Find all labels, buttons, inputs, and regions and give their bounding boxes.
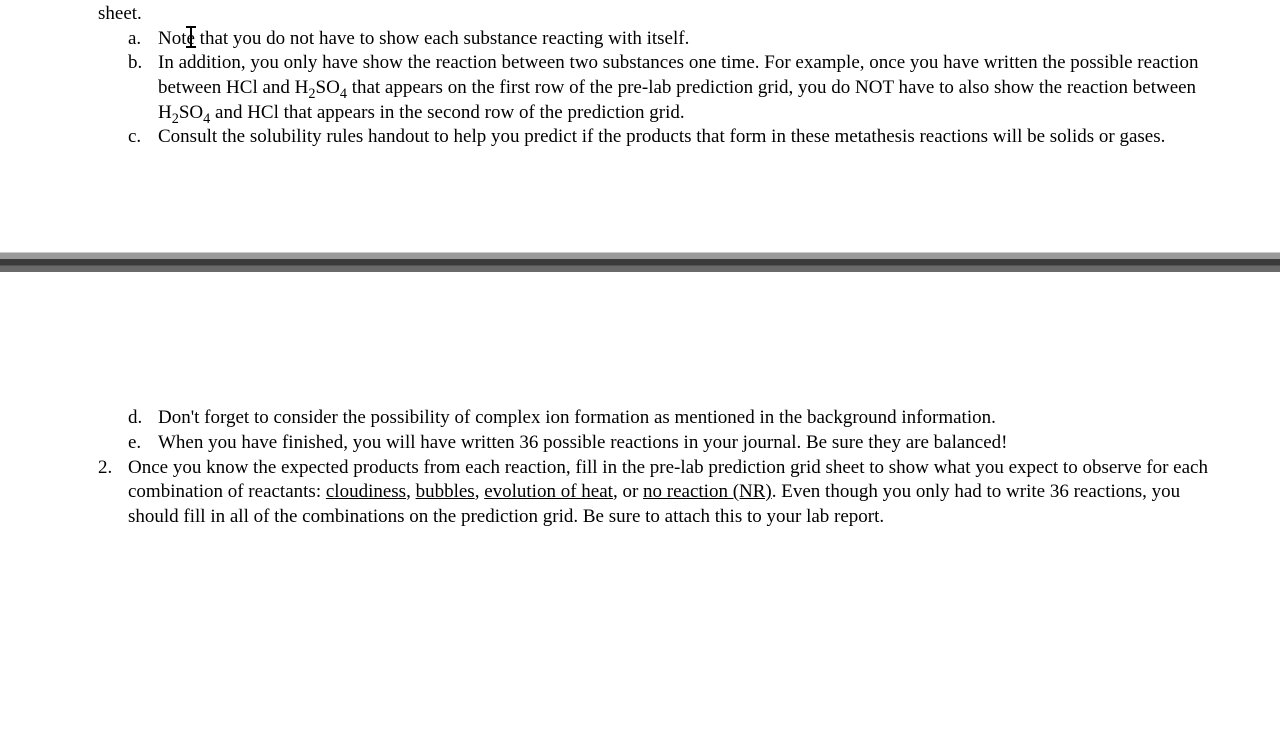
fragment-line: sheet.	[98, 2, 1230, 27]
list-text: Note that you do not have to show each s…	[158, 28, 689, 49]
list-marker: d.	[128, 406, 142, 431]
page-break-divider	[0, 250, 1280, 276]
list-item-a: a. Note that you do not have to show eac…	[128, 27, 1230, 52]
list-text: Don't forget to consider the possibility…	[158, 407, 996, 428]
list-marker: e.	[128, 431, 141, 456]
list-text: Once you know the expected products from…	[128, 457, 1208, 527]
list-alpha-page1: a. Note that you do not have to show eac…	[98, 27, 1230, 150]
list-item-e: e. When you have finished, you will have…	[128, 431, 1230, 456]
page-2-content: d. Don't forget to consider the possibil…	[0, 406, 1280, 529]
list-marker: b.	[128, 51, 142, 76]
page-1-content: sheet. a. Note that you do not have to s…	[0, 0, 1280, 150]
list-numbered: 2. Once you know the expected products f…	[68, 456, 1230, 530]
list-item-b: b. In addition, you only have show the r…	[128, 51, 1230, 125]
list-marker: 2.	[98, 456, 112, 481]
list-item-d: d. Don't forget to consider the possibil…	[128, 406, 1230, 431]
list-marker: c.	[128, 125, 141, 150]
list-item-2: 2. Once you know the expected products f…	[98, 456, 1230, 530]
list-item-c: c. Consult the solubility rules handout …	[128, 125, 1230, 150]
list-alpha-page2: d. Don't forget to consider the possibil…	[68, 406, 1230, 455]
list-text: When you have finished, you will have wr…	[158, 432, 1007, 453]
list-text: In addition, you only have show the reac…	[158, 52, 1199, 122]
list-text: Consult the solubility rules handout to …	[158, 126, 1165, 147]
list-marker: a.	[128, 27, 141, 52]
